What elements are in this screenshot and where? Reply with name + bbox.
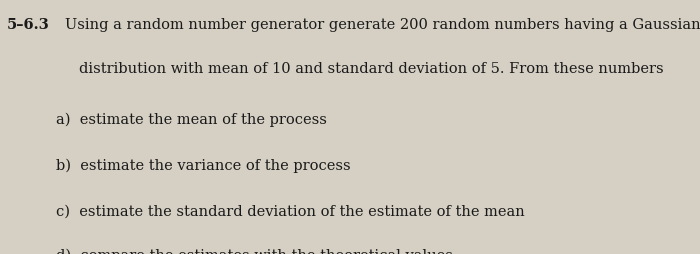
Text: Using a random number generator generate 200 random numbers having a Gaussian: Using a random number generator generate… — [65, 18, 700, 32]
Text: c)  estimate the standard deviation of the estimate of the mean: c) estimate the standard deviation of th… — [56, 204, 525, 218]
Text: distribution with mean of 10 and standard deviation of 5. From these numbers: distribution with mean of 10 and standar… — [79, 62, 664, 76]
Text: b)  estimate the variance of the process: b) estimate the variance of the process — [56, 159, 351, 173]
Text: 5–6.3: 5–6.3 — [7, 18, 50, 32]
Text: d)  compare the estimates with the theoretical values.: d) compare the estimates with the theore… — [56, 249, 458, 254]
Text: a)  estimate the mean of the process: a) estimate the mean of the process — [56, 113, 327, 128]
